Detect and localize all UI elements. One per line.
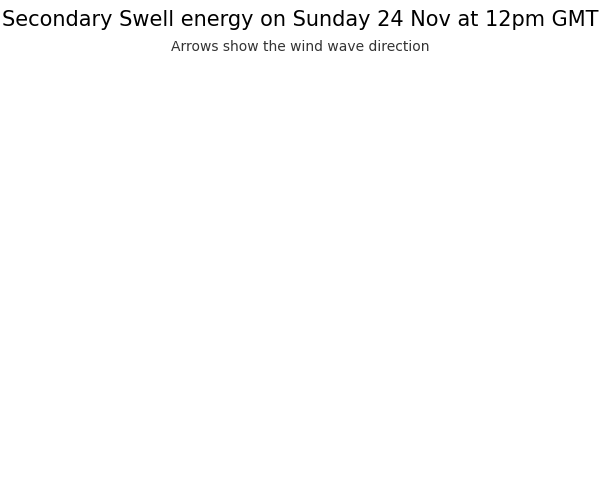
Text: Secondary Swell energy on Sunday 24 Nov at 12pm GMT: Secondary Swell energy on Sunday 24 Nov …: [2, 10, 599, 31]
Text: Arrows show the wind wave direction: Arrows show the wind wave direction: [171, 40, 430, 54]
